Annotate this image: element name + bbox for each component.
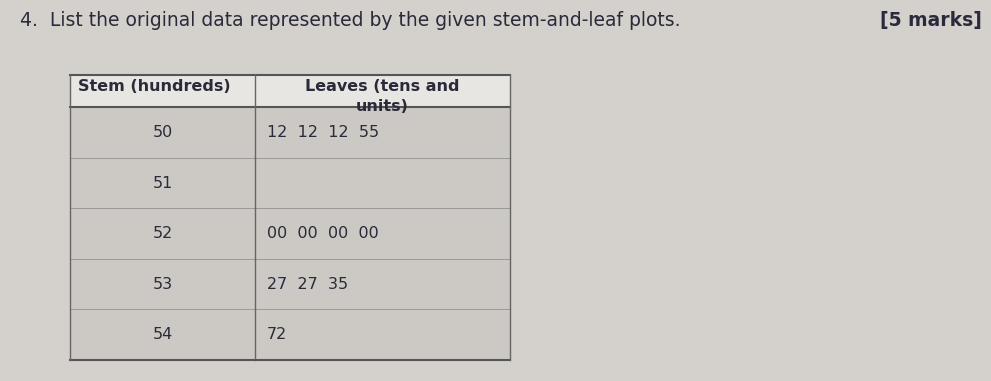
Text: 72: 72: [267, 327, 287, 342]
Text: Leaves (tens and
units): Leaves (tens and units): [305, 79, 460, 114]
Bar: [70, 75, 510, 107]
Text: 51: 51: [153, 176, 172, 190]
Text: 27  27  35: 27 27 35: [267, 277, 348, 292]
Text: 53: 53: [153, 277, 172, 292]
Text: 4.  List the original data represented by the given stem-and-leaf plots.: 4. List the original data represented by…: [20, 11, 687, 30]
Text: 50: 50: [153, 125, 172, 140]
Text: 00  00  00  00: 00 00 00 00: [267, 226, 379, 241]
Text: [5 marks]: [5 marks]: [880, 11, 982, 30]
Text: Stem (hundreds): Stem (hundreds): [78, 79, 231, 94]
Text: 54: 54: [153, 327, 172, 342]
Text: 52: 52: [153, 226, 172, 241]
Text: 12  12  12  55: 12 12 12 55: [267, 125, 379, 140]
